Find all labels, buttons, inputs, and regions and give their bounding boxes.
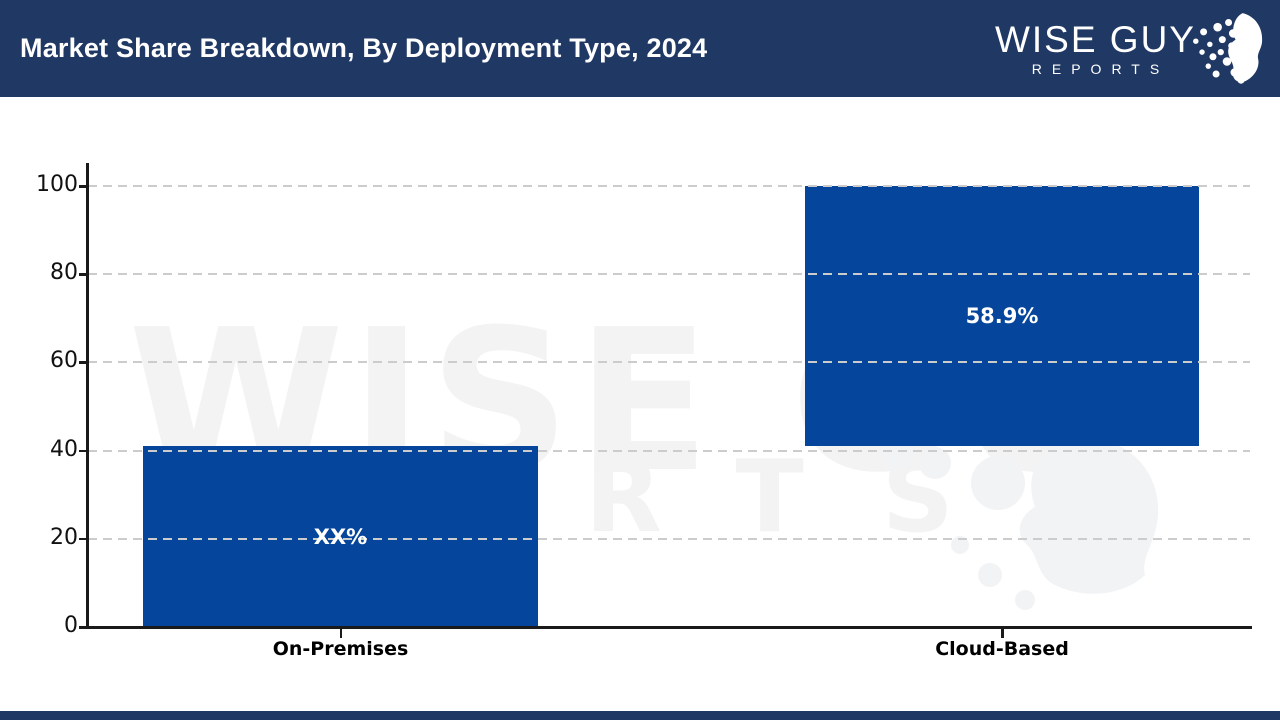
gridline-80 [88,273,1250,276]
bar-value-label: 58.9% [965,304,1039,329]
x-category-label-on-premises: On-Premises [272,638,409,660]
page-title: Market Share Breakdown, By Deployment Ty… [20,33,708,63]
face-profile-logo-icon [1193,12,1263,84]
bar-on-premises [143,446,538,627]
y-tick-mark-40 [79,449,87,453]
y-tick-mark-20 [79,537,87,541]
x-category-label-cloud-based: Cloud-Based [935,638,1069,660]
y-tick-label-0: 0 [64,613,78,638]
footer-bar [0,711,1280,720]
y-tick-label-80: 80 [50,260,78,286]
x-axis-line [86,626,1252,629]
brand-name: WISE GUY [994,19,1196,60]
x-tick-mark [339,629,342,638]
gridline-60 [88,361,1250,364]
y-tick-label-40: 40 [50,436,78,462]
y-tick-mark-0 [79,626,87,629]
brand-subtitle: REPORTS [1031,61,1170,77]
gridline-20 [88,537,1250,540]
y-tick-mark-100 [79,185,87,188]
y-axis-line [86,163,89,628]
header-bar: Market Share Breakdown, By Deployment Ty… [0,0,1280,97]
y-tick-mark-80 [79,273,87,276]
brand-logo: WISE GUY REPORTS [995,0,1266,97]
gridline-100 [88,185,1250,188]
bar-value-label: XX% [313,524,368,549]
bar-cloud-based [805,186,1199,447]
y-tick-mark-60 [79,361,87,364]
y-tick-label-100: 100 [36,172,78,198]
y-tick-label-60: 60 [50,348,78,374]
gridline-40 [88,449,1250,452]
y-tick-label-20: 20 [50,524,78,550]
x-tick-mark [1001,629,1004,638]
watermark-face-blob [881,436,1159,610]
